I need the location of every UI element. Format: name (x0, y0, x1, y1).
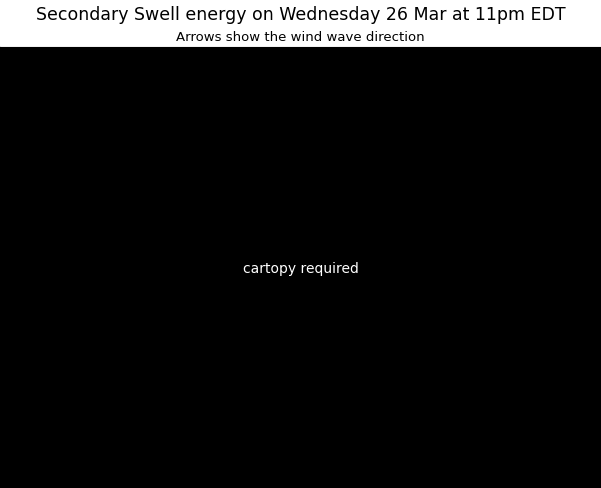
Text: Arrows show the wind wave direction: Arrows show the wind wave direction (176, 31, 425, 44)
Text: Secondary Swell energy on Wednesday 26 Mar at 11pm EDT: Secondary Swell energy on Wednesday 26 M… (35, 6, 566, 24)
Text: cartopy required: cartopy required (243, 261, 358, 275)
